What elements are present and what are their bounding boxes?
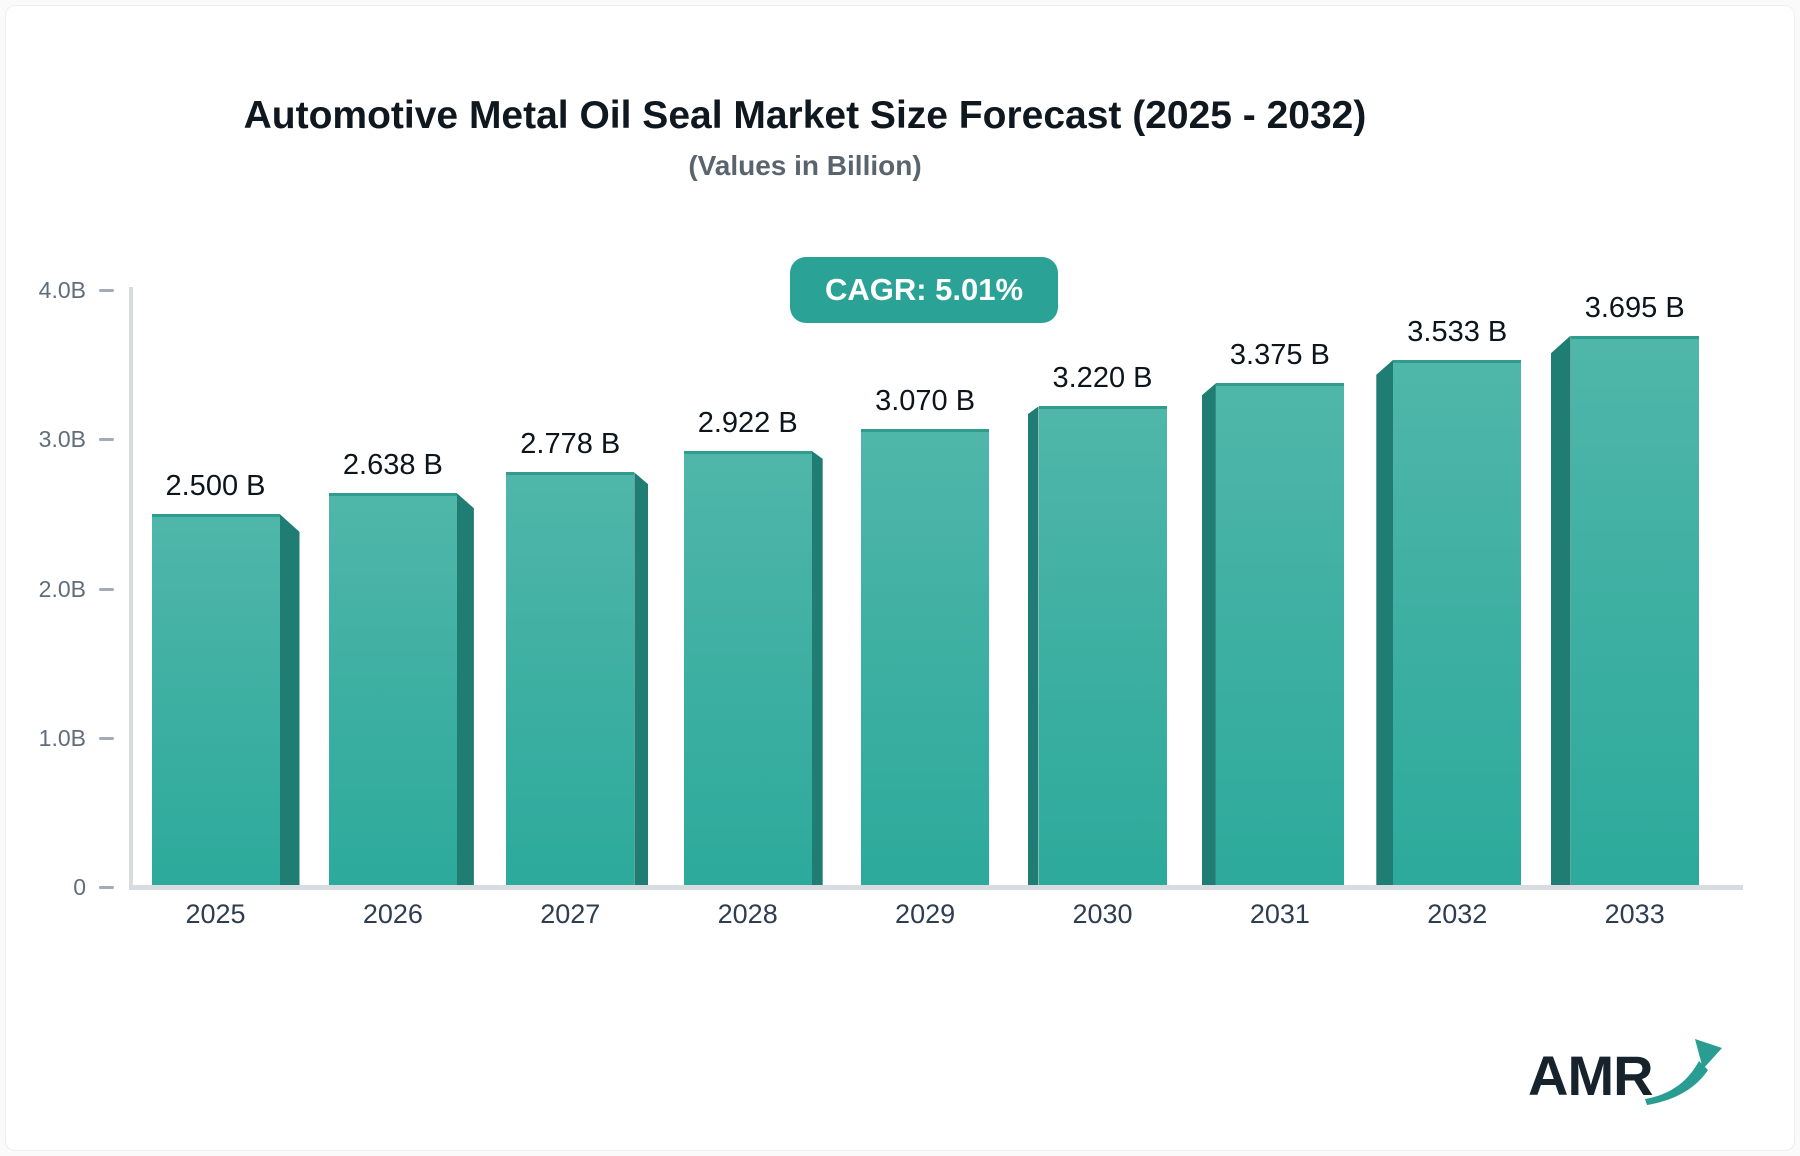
x-tick-label: 2025 (185, 899, 246, 929)
bar-face-2027 (506, 472, 635, 885)
bar-side-2026 (456, 493, 474, 885)
x-tick-label: 2030 (1072, 899, 1133, 929)
chart-title: Automotive Metal Oil Seal Market Size Fo… (243, 94, 1367, 137)
x-tick-label: 2028 (717, 899, 778, 929)
logo: AMR (1528, 1036, 1725, 1116)
bar-face-2029 (861, 428, 990, 885)
bar-side-2025 (279, 513, 300, 885)
y-tick-dash (99, 587, 114, 591)
bar-face-2031 (1215, 383, 1344, 885)
x-tick-label: 2033 (1604, 899, 1665, 929)
chart-subtitle: (Values in Billion) (688, 150, 922, 181)
bar-value-label: 2.778 B (520, 428, 621, 461)
x-tick-label: 2029 (895, 899, 956, 929)
bar-value-label: 3.070 B (875, 384, 976, 417)
logo-text: AMR (1528, 1044, 1654, 1107)
x-tick-label: 2027 (540, 899, 601, 929)
y-tick-label: 4.0B (38, 277, 86, 303)
y-tick-dash (99, 736, 114, 740)
bar-value-label: 2.922 B (697, 406, 798, 439)
y-tick-label: 1.0B (38, 724, 86, 751)
bar-side-2027 (634, 472, 649, 885)
bar-side-2030 (1027, 406, 1039, 885)
y-tick-label: 2.0B (38, 575, 86, 602)
y-tick-label: 0 (73, 874, 86, 900)
y-axis-line (129, 287, 133, 887)
bar-side-2028 (811, 450, 823, 885)
cagr-badge: CAGR: 5.01% (790, 257, 1058, 323)
bar-side-2033 (1550, 335, 1571, 885)
bar-value-label: 3.220 B (1052, 362, 1153, 395)
bar-face-2028 (683, 450, 812, 885)
bar-value-label: 2.500 B (165, 469, 266, 502)
growth-arrow-icon (1644, 1039, 1722, 1105)
x-tick-label: 2031 (1249, 899, 1310, 929)
bar-value-label: 3.695 B (1584, 291, 1685, 324)
bar-value-label: 3.375 B (1229, 339, 1330, 372)
bar-face-2033 (1570, 335, 1699, 885)
bar-value-label: 2.638 B (342, 449, 443, 482)
y-tick-dash (99, 438, 114, 442)
bar-face-2030 (1038, 406, 1167, 885)
bar-face-2025 (151, 513, 280, 885)
x-axis-line (129, 885, 1743, 890)
y-tick-label: 3.0B (38, 426, 86, 453)
bar-value-label: 3.533 B (1407, 315, 1508, 348)
y-tick-dash (99, 886, 114, 889)
bar-face-2032 (1393, 359, 1522, 885)
bar-side-2032 (1376, 359, 1394, 885)
bar-side-2031 (1201, 383, 1216, 885)
x-tick-label: 2026 (362, 899, 423, 929)
y-tick-dash (99, 289, 114, 292)
x-tick-label: 2032 (1427, 899, 1488, 929)
bar-face-2026 (328, 493, 457, 885)
